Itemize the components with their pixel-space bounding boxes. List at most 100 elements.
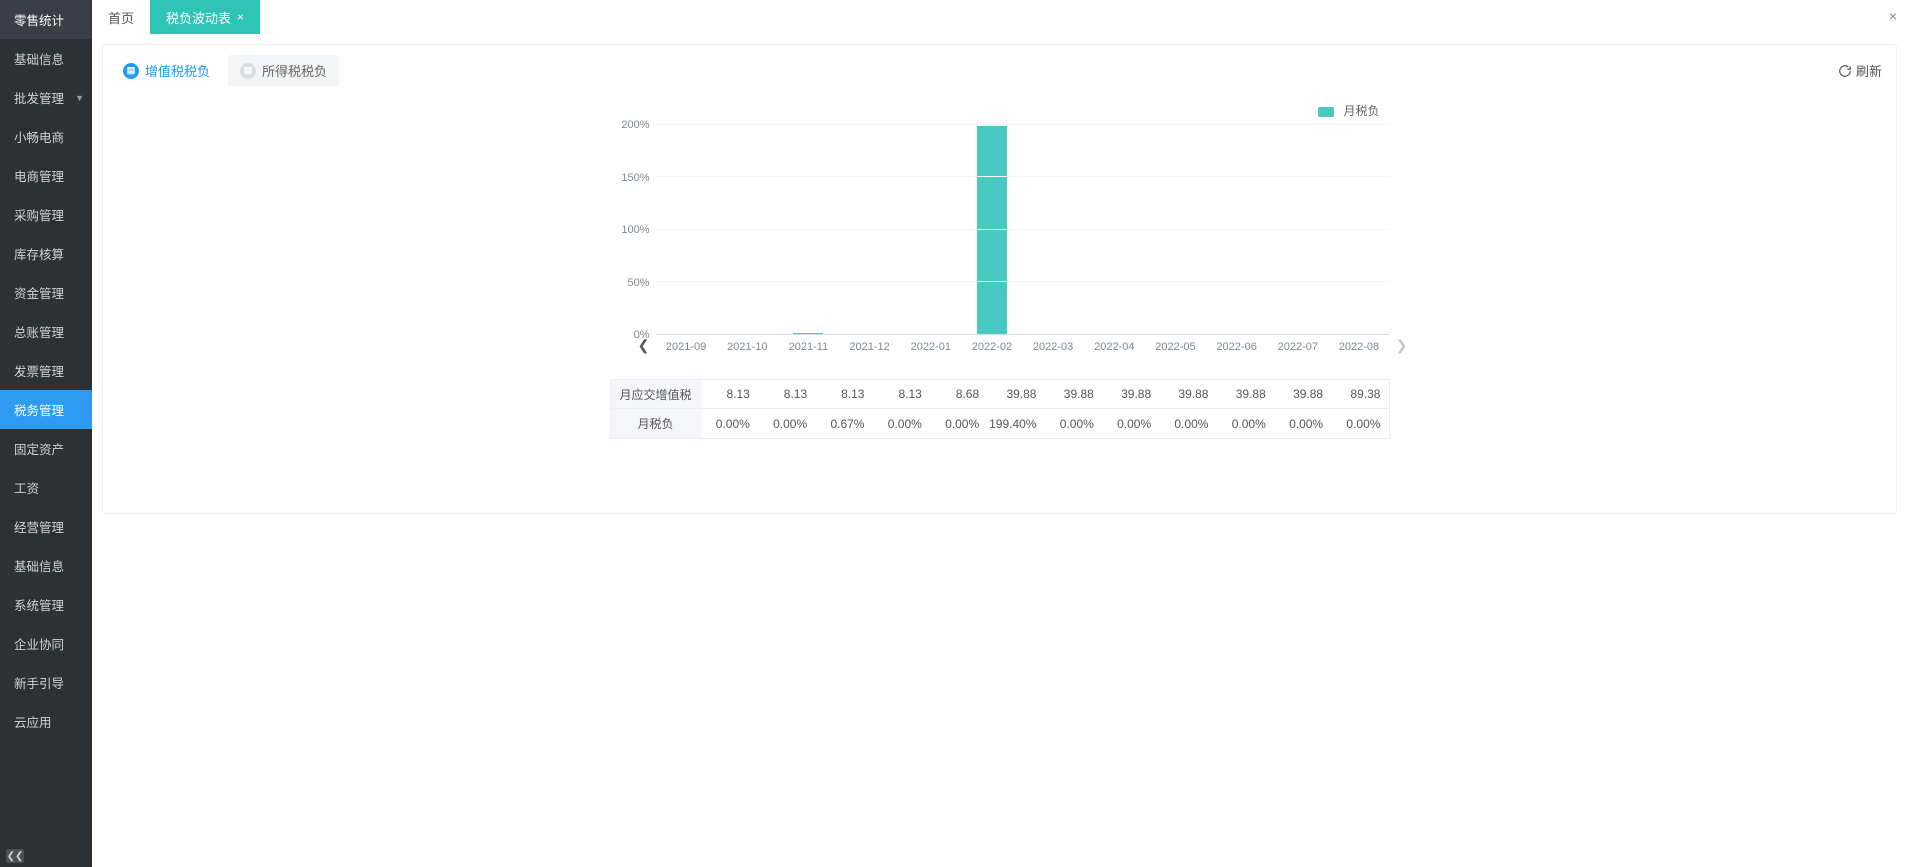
x-axis: ❮ ❯ 2021-092021-102021-112021-122022-012… — [656, 335, 1390, 353]
table-cell: 8.13 — [758, 380, 815, 409]
sidebar-item-15[interactable]: 系统管理 — [0, 585, 92, 624]
sidebar-item-6[interactable]: 库存核算 — [0, 234, 92, 273]
table-col: 39.880.00% — [1044, 380, 1101, 438]
y-tick: 150% — [621, 172, 649, 184]
table-row-label: 月应交增值税 — [611, 380, 701, 409]
sidebar-item-10[interactable]: 税务管理 — [0, 390, 92, 429]
card: ▤增值税税负▤所得税税负 刷新 月税负 0%50%100%150%2 — [102, 44, 1897, 514]
x-label: 2022-01 — [900, 341, 961, 353]
table-col: 8.130.67% — [815, 380, 872, 438]
sidebar-item-label: 固定资产 — [14, 439, 64, 458]
table-cell: 0.00% — [701, 409, 758, 438]
table-cell: 39.88 — [1102, 380, 1159, 409]
table-cell: 0.00% — [872, 409, 929, 438]
sidebar-item-1[interactable]: 基础信息 — [0, 39, 92, 78]
x-label: 2022-04 — [1084, 341, 1145, 353]
sidebar-item-9[interactable]: 发票管理 — [0, 351, 92, 390]
bar-cell — [1267, 125, 1328, 334]
close-icon[interactable]: × — [237, 10, 244, 24]
refresh-button[interactable]: 刷新 — [1838, 61, 1882, 80]
sidebar-item-label: 零售统计 — [14, 10, 64, 29]
sidebar-item-13[interactable]: 经营管理 — [0, 507, 92, 546]
sidebar-item-label: 系统管理 — [14, 595, 64, 614]
sidebar-item-4[interactable]: 电商管理 — [0, 156, 92, 195]
table-col: 8.130.00% — [758, 380, 815, 438]
top-tab-label: 首页 — [108, 8, 134, 27]
bar-cell — [1328, 125, 1389, 334]
top-tabs: 首页 税负波动表 × × — [92, 0, 1907, 34]
chart-next-icon[interactable]: ❯ — [1394, 337, 1410, 354]
close-all-tabs-icon[interactable]: × — [1885, 8, 1901, 24]
table-cell: 8.13 — [701, 380, 758, 409]
chart-area: 0%50%100%150%200% — [610, 125, 1390, 335]
sidebar-item-2[interactable]: 批发管理▼ — [0, 78, 92, 117]
sidebar-item-18[interactable]: 云应用 — [0, 702, 92, 741]
table-cell: 0.00% — [1044, 409, 1101, 438]
sidebar-footer: ❮❮ — [0, 843, 92, 867]
table-col: 39.880.00% — [1274, 380, 1331, 438]
sidebar-item-17[interactable]: 新手引导 — [0, 663, 92, 702]
sheet-icon: ▤ — [123, 63, 139, 79]
sidebar-item-11[interactable]: 固定资产 — [0, 429, 92, 468]
x-label: 2022-08 — [1328, 341, 1389, 353]
sub-tab-label: 所得税税负 — [262, 61, 327, 80]
x-label: 2022-02 — [961, 341, 1022, 353]
table-cell: 0.00% — [930, 409, 987, 438]
bar-cell — [1023, 125, 1084, 334]
chevron-down-icon: ▼ — [75, 93, 84, 103]
sidebar-item-5[interactable]: 采购管理 — [0, 195, 92, 234]
table-col: 39.880.00% — [1216, 380, 1273, 438]
sidebar-item-16[interactable]: 企业协同 — [0, 624, 92, 663]
table-cell: 0.67% — [815, 409, 872, 438]
sidebar-item-label: 经营管理 — [14, 517, 64, 536]
sidebar-item-label: 资金管理 — [14, 283, 64, 302]
sidebar-item-label: 发票管理 — [14, 361, 64, 380]
table-col: 8.130.00% — [872, 380, 929, 438]
table-cell: 0.00% — [1274, 409, 1331, 438]
sidebar: 零售统计基础信息批发管理▼小畅电商电商管理采购管理库存核算资金管理总账管理发票管… — [0, 0, 92, 867]
bar[interactable] — [793, 333, 823, 334]
bar-cell — [1084, 125, 1145, 334]
sidebar-item-label: 基础信息 — [14, 556, 64, 575]
table-cell: 0.00% — [1216, 409, 1273, 438]
bar-cell — [1206, 125, 1267, 334]
sub-tab-0[interactable]: ▤增值税税负 — [111, 55, 222, 86]
sidebar-item-label: 新手引导 — [14, 673, 64, 692]
data-table: 月应交增值税月税负 8.130.00%8.130.00%8.130.67%8.1… — [610, 379, 1390, 439]
bar-cell — [839, 125, 900, 334]
table-col: 89.380.00% — [1331, 380, 1388, 438]
refresh-icon — [1838, 64, 1852, 78]
sidebar-item-7[interactable]: 资金管理 — [0, 273, 92, 312]
x-label: 2022-06 — [1206, 341, 1267, 353]
sidebar-item-12[interactable]: 工资 — [0, 468, 92, 507]
bar[interactable] — [977, 126, 1007, 334]
sub-tab-1[interactable]: ▤所得税税负 — [228, 55, 339, 86]
bar-cell — [717, 125, 778, 334]
y-tick: 50% — [627, 277, 649, 289]
gridline — [656, 229, 1390, 230]
gridline — [656, 281, 1390, 282]
sidebar-item-label: 库存核算 — [14, 244, 64, 263]
x-label: 2021-09 — [656, 341, 717, 353]
bars-row — [656, 125, 1390, 334]
sidebar-item-3[interactable]: 小畅电商 — [0, 117, 92, 156]
sidebar-item-label: 小畅电商 — [14, 127, 64, 146]
table-cell: 8.13 — [815, 380, 872, 409]
sidebar-item-14[interactable]: 基础信息 — [0, 546, 92, 585]
sidebar-item-0[interactable]: 零售统计 — [0, 0, 92, 39]
sidebar-collapse-icon[interactable]: ❮❮ — [6, 849, 24, 863]
sidebar-item-label: 总账管理 — [14, 322, 64, 341]
chart-prev-icon[interactable]: ❮ — [636, 337, 652, 354]
refresh-label: 刷新 — [1856, 61, 1882, 80]
sidebar-item-8[interactable]: 总账管理 — [0, 312, 92, 351]
content-wrap: ▤增值税税负▤所得税税负 刷新 月税负 0%50%100%150%2 — [92, 34, 1907, 867]
table-cell: 39.88 — [987, 380, 1044, 409]
top-tab-0[interactable]: 首页 — [92, 0, 150, 34]
table-col: 39.88199.40% — [987, 380, 1044, 438]
table-cell: 199.40% — [987, 409, 1044, 438]
y-tick: 200% — [621, 119, 649, 131]
y-axis: 0%50%100%150%200% — [610, 125, 656, 335]
sub-tab-row: ▤增值税税负▤所得税税负 刷新 — [103, 45, 1896, 96]
top-tab-label: 税负波动表 — [166, 8, 231, 27]
top-tab-1[interactable]: 税负波动表 × — [150, 0, 260, 34]
